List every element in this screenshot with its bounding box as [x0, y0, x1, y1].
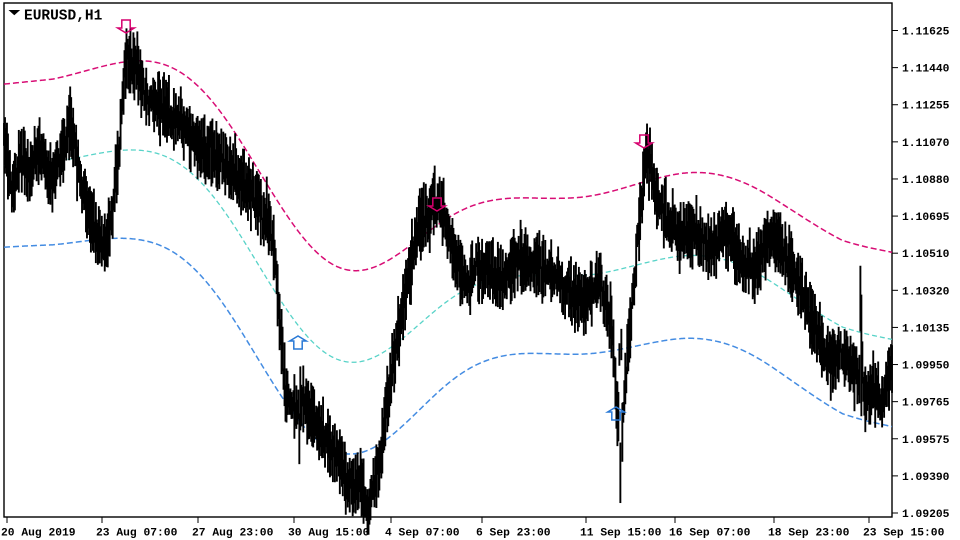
svg-text:1.11070: 1.11070 [902, 138, 950, 150]
svg-text:1.09950: 1.09950 [902, 361, 950, 373]
svg-text:1.10510: 1.10510 [902, 249, 950, 261]
svg-text:1.09765: 1.09765 [902, 398, 950, 410]
svg-text:18 Sep 23:00: 18 Sep 23:00 [768, 528, 850, 540]
svg-text:6 Sep 23:00: 6 Sep 23:00 [476, 528, 551, 540]
svg-text:4 Sep 07:00: 4 Sep 07:00 [385, 528, 460, 540]
svg-text:1.10880: 1.10880 [902, 175, 950, 187]
svg-text:1.09575: 1.09575 [902, 435, 950, 447]
svg-text:1.09205: 1.09205 [902, 509, 950, 521]
svg-text:1.11625: 1.11625 [902, 27, 950, 39]
svg-text:1.11440: 1.11440 [902, 64, 950, 76]
svg-text:11 Sep 15:00: 11 Sep 15:00 [580, 528, 662, 540]
svg-text:1.09390: 1.09390 [902, 472, 950, 484]
svg-text:1.10320: 1.10320 [902, 286, 950, 298]
svg-text:20 Aug 2019: 20 Aug 2019 [1, 528, 76, 540]
svg-text:23 Aug 07:00: 23 Aug 07:00 [96, 528, 178, 540]
svg-text:1.10135: 1.10135 [902, 323, 950, 335]
svg-text:1.11255: 1.11255 [902, 101, 950, 113]
svg-text:30 Aug 15:00: 30 Aug 15:00 [288, 528, 370, 540]
svg-text:1.10695: 1.10695 [902, 212, 950, 224]
svg-text:23 Sep 15:00: 23 Sep 15:00 [863, 528, 945, 540]
svg-text:27 Aug 23:00: 27 Aug 23:00 [192, 528, 274, 540]
svg-text:EURUSD,H1: EURUSD,H1 [24, 9, 103, 25]
svg-text:16 Sep 07:00: 16 Sep 07:00 [669, 528, 751, 540]
